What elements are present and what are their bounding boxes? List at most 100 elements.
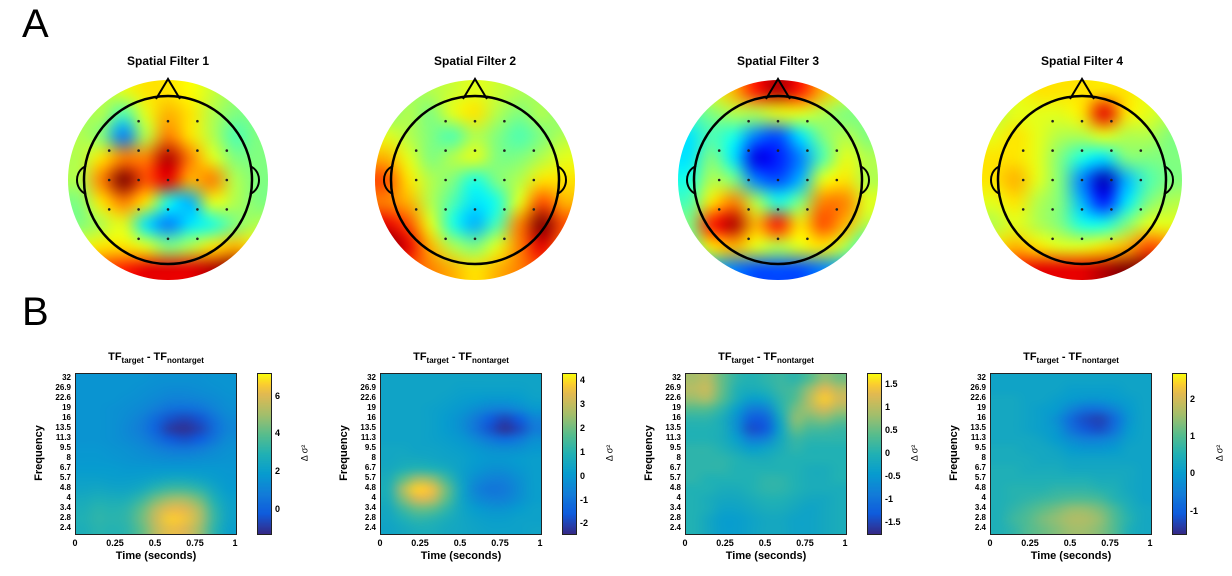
time-axis-label: Time (seconds) — [115, 550, 197, 562]
time-tick-label: 0 — [682, 538, 688, 548]
colorbar-gradient — [258, 374, 271, 534]
colorbar-tick-label: 3 — [580, 399, 586, 410]
freq-tick-label: 19 — [672, 403, 681, 412]
time-tick-label: 0.25 — [1021, 538, 1039, 548]
freq-tick-column: 32 26.9 22.6 19 16 13.5 11.3 9.5 8 6.7 5.7 4.8 4 3.4 2… — [654, 373, 682, 533]
colorbar-tick-label: -0.5 — [885, 470, 901, 481]
freq-tick-label: 32 — [977, 373, 986, 382]
colorbar-axis-label: Δ σ² — [1212, 373, 1226, 533]
time-tick-label: 0.5 — [1063, 538, 1077, 548]
colorbar-axis-label: Δ σ² — [297, 373, 311, 533]
time-tick-label: 0.5 — [148, 538, 162, 548]
colorbar-axis-label-text: Δ σ² — [604, 444, 615, 462]
freq-tick-label: 11.3 — [360, 433, 376, 442]
time-tick-label: 0 — [72, 538, 78, 548]
colorbar-tick-label: 1 — [580, 446, 586, 457]
colorbar-axis-label-text: Δ σ² — [1214, 444, 1225, 462]
tf-plot-title: TFtarget - TFnontarget — [380, 351, 542, 365]
colorbar-tick-label: 0 — [580, 470, 586, 481]
freq-tick-label: 2.4 — [364, 523, 376, 532]
time-tick-label: 1 — [537, 538, 543, 548]
time-tick-row: 0 0.25 0.5 0.75 1 — [72, 538, 237, 550]
colorbar-gradient — [1173, 374, 1186, 534]
freq-tick-label: 8 — [981, 453, 986, 462]
freq-tick-label: 16 — [62, 413, 71, 422]
tf-title-pre: TF — [413, 351, 427, 363]
freq-tick-label: 32 — [672, 373, 681, 382]
freq-tick-column: 32 26.9 22.6 19 16 13.5 11.3 9.5 8 6.7 5.7 4.8 4 3.4 2… — [349, 373, 377, 533]
freq-tick-label: 9.5 — [364, 443, 376, 452]
freq-tick-label: 13.5 — [665, 423, 681, 432]
freq-tick-label: 4 — [676, 493, 681, 502]
freq-tick-label: 16 — [672, 413, 681, 422]
freq-tick-label: 3.4 — [59, 503, 71, 512]
tf-title-sub-target: target — [121, 356, 144, 365]
freq-tick-label: 4.8 — [974, 483, 986, 492]
time-tick-row: 0 0.25 0.5 0.75 1 — [987, 538, 1152, 550]
topography-heatmap — [982, 80, 1182, 280]
time-axis-label: Time (seconds) — [1030, 550, 1112, 562]
heatmap-frame — [685, 373, 847, 535]
time-tick-label: 0.5 — [758, 538, 772, 548]
colorbar-tick-column: -1.5 -1 -0.5 0 0.5 1 1.5 — [885, 373, 909, 533]
freq-tick-label: 2.4 — [59, 523, 71, 532]
colorbar — [257, 373, 272, 535]
heatmap-frame — [990, 373, 1152, 535]
tf-title-sub-nontarget: nontarget — [777, 356, 814, 365]
tf-plot-2-panel: TFtarget - TFnontarget Frequency 32 26.9 2… — [330, 345, 620, 570]
colorbar-tick-label: -1.5 — [885, 516, 901, 527]
tf-title-sub-nontarget: nontarget — [1082, 356, 1119, 365]
colorbar-tick-label: 0 — [1190, 468, 1196, 479]
colorbar-tick-label: 1.5 — [885, 379, 898, 390]
spatial-filter-2-panel: Spatial Filter 2 — [370, 46, 580, 288]
freq-tick-label: 32 — [367, 373, 376, 382]
time-axis-label: Time (seconds) — [420, 550, 502, 562]
time-tick-label: 0.25 — [106, 538, 124, 548]
time-frequency-heatmap — [76, 374, 236, 534]
freq-tick-label: 2.8 — [59, 513, 71, 522]
colorbar — [1172, 373, 1187, 535]
colorbar-tick-label: 6 — [275, 390, 281, 401]
colorbar-tick-label: 0 — [885, 448, 891, 458]
colorbar-axis-label-text: Δ σ² — [299, 444, 310, 462]
time-tick-label: 0.75 — [186, 538, 204, 548]
time-tick-label: 0.25 — [411, 538, 429, 548]
tf-plot-3-panel: TFtarget - TFnontarget Frequency 32 26.9 2… — [635, 345, 925, 570]
tf-plot-4-panel: TFtarget - TFnontarget Frequency 32 26.9 2… — [940, 345, 1230, 570]
colorbar-tick-label: -1 — [1190, 505, 1199, 516]
freq-tick-label: 4.8 — [669, 483, 681, 492]
colorbar-tick-label: 2 — [275, 465, 281, 476]
colorbar-tick-label: 0 — [275, 503, 281, 514]
freq-tick-label: 4 — [371, 493, 376, 502]
spatial-filter-title: Spatial Filter 4 — [1040, 54, 1124, 68]
freq-tick-label: 2.8 — [364, 513, 376, 522]
freq-tick-label: 5.7 — [669, 473, 681, 482]
colorbar-tick-column: -2 -1 0 1 2 3 4 — [580, 373, 604, 533]
freq-tick-label: 9.5 — [669, 443, 681, 452]
freq-tick-label: 6.7 — [974, 463, 986, 472]
spatial-filter-1-panel: Spatial Filter 1 — [63, 46, 273, 288]
time-tick-label: 0 — [987, 538, 993, 548]
colorbar-axis-label: Δ σ² — [907, 373, 921, 533]
colorbar-tick-label: 1 — [885, 402, 891, 413]
colorbar — [867, 373, 882, 535]
time-tick-label: 0.75 — [1101, 538, 1119, 548]
freq-tick-label: 19 — [367, 403, 376, 412]
tf-title-pre: TF — [718, 351, 732, 363]
colorbar-tick-label: 2 — [1190, 394, 1196, 405]
freq-tick-column: 32 26.9 22.6 19 16 13.5 11.3 9.5 8 6.7 5.7 4.8 4 3.4 2… — [959, 373, 987, 533]
topography-heatmap — [375, 80, 575, 280]
freq-tick-label: 26.9 — [970, 383, 986, 392]
colorbar-axis-label: Δ σ² — [602, 373, 616, 533]
time-tick-label: 0 — [377, 538, 383, 548]
colorbar-tick-label: 2 — [580, 422, 586, 433]
time-tick-row: 0 0.25 0.5 0.75 1 — [682, 538, 847, 550]
freq-tick-label: 32 — [62, 373, 71, 382]
time-axis-label: Time (seconds) — [725, 550, 807, 562]
time-frequency-heatmap — [686, 374, 846, 534]
spatial-filter-title: Spatial Filter 1 — [126, 54, 210, 68]
colorbar-tick-column: 0 2 4 6 — [275, 373, 299, 533]
tf-plot-title: TFtarget - TFnontarget — [990, 351, 1152, 365]
freq-tick-label: 8 — [371, 453, 376, 462]
freq-tick-label: 6.7 — [59, 463, 71, 472]
